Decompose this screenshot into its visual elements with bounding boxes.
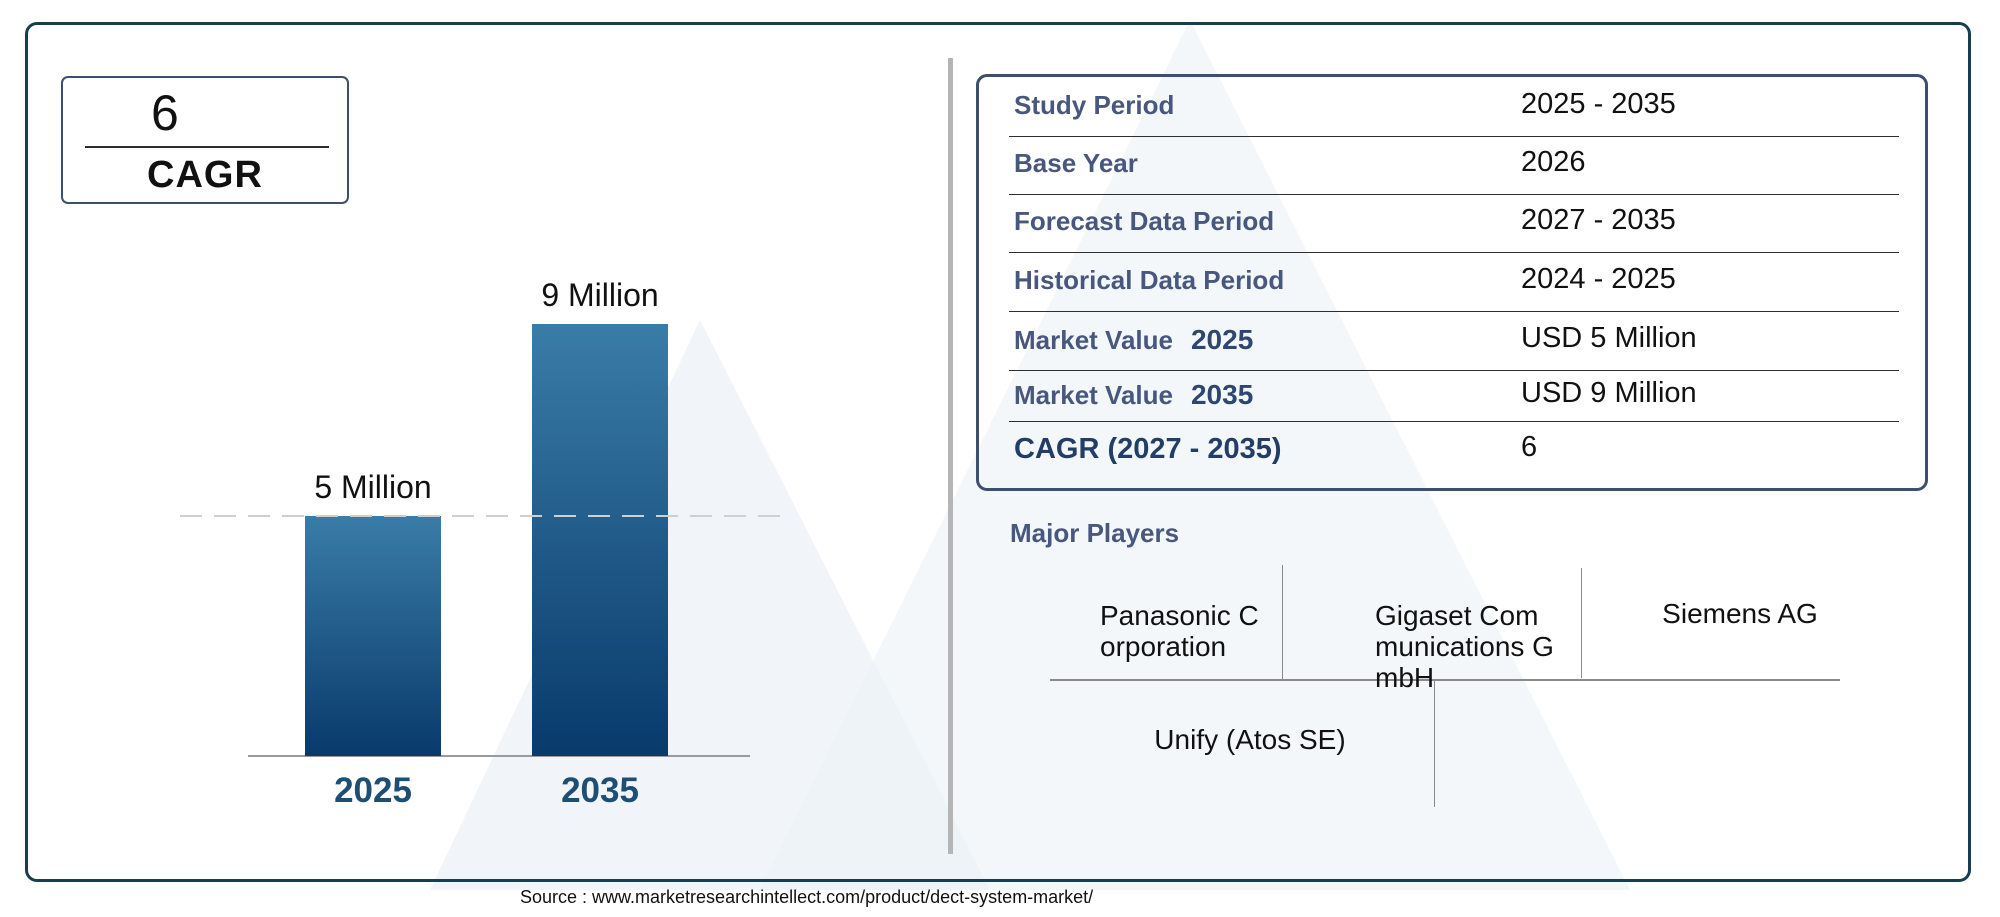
card-frame [25,22,1971,882]
players-grid-line [1282,565,1283,679]
info-value: 6 [1521,431,1538,463]
info-label: Study Period [1014,90,1174,121]
data-label-2025: 5 Million [314,469,431,505]
player-name: Panasonic Corporation [1100,600,1259,662]
info-label-year: 2035 [1190,378,1254,410]
x-tick-2025: 2025 [334,771,412,810]
info-value: 2024 - 2025 [1521,262,1676,295]
info-label: Historical Data Period [1014,265,1284,296]
info-value: 2025 - 2035 [1521,87,1676,120]
info-value: USD 5 Million [1521,321,1697,354]
info-label: Forecast Data Period [1014,206,1274,237]
player-name: Unify (Atos SE) [1154,724,1346,755]
market-size-bar-chart: 5 Million 2025 9 Million 2035 [180,277,790,810]
info-row: Historical Data Period 2024 - 2025 [1009,252,1899,312]
info-row: CAGR (2027 - 2035) 6 [1009,421,1899,479]
cagr-summary-box: 6 CAGR [61,76,349,204]
info-row: Study Period 2025 - 2035 [1009,77,1899,137]
info-label-text: Historical Data Period [1014,264,1285,295]
info-value: 2027 - 2035 [1521,204,1676,236]
data-label-2035: 9 Million [541,277,658,313]
info-label-text: Forecast Data Period [1014,206,1275,236]
player-name: Gigaset Communications GmbH [1375,600,1554,693]
source-note: Source : www.marketresearchintellect.com… [520,887,1094,907]
x-tick-2035: 2035 [561,771,639,810]
info-label: Market Value 2025 [1014,324,1253,356]
players-grid-line [1050,679,1840,681]
info-value: USD 9 Million [1521,376,1697,409]
info-label: Base Year [1014,148,1138,179]
bar-2025 [305,516,441,756]
player-name: Siemens AG [1662,598,1818,629]
info-row: Base Year 2026 [1009,136,1899,195]
info-row: Market Value 2025 USD 5 Million [1009,311,1899,371]
cagr-label: CAGR [147,154,263,196]
info-label-year: 2025 [1190,323,1254,355]
bar-2035 [532,324,668,756]
players-grid-line [1581,568,1582,678]
cagr-divider [85,146,329,148]
players-grid-line [1434,679,1435,807]
info-row: Market Value 2035 USD 9 Million [1009,370,1899,422]
info-row: Forecast Data Period 2027 - 2035 [1009,194,1899,253]
info-label: CAGR (2027 - 2035) [1014,433,1282,466]
info-label: Market Value 2035 [1014,379,1253,411]
major-players-title: Major Players [1010,518,1180,548]
market-info-table: Study Period 2025 - 2035 Base Year 2026 Fore… [976,74,1928,491]
info-label-text: Market Value [1014,379,1173,410]
cagr-value: 6 [151,85,179,141]
info-label-text: Market Value [1014,324,1173,355]
info-value: 2026 [1521,146,1586,178]
info-label-text: Study Period [1014,89,1175,120]
info-label-text: Base Year [1014,148,1138,178]
info-label-text: CAGR (2027 - 2035) [1014,433,1282,465]
section-divider [948,58,953,854]
